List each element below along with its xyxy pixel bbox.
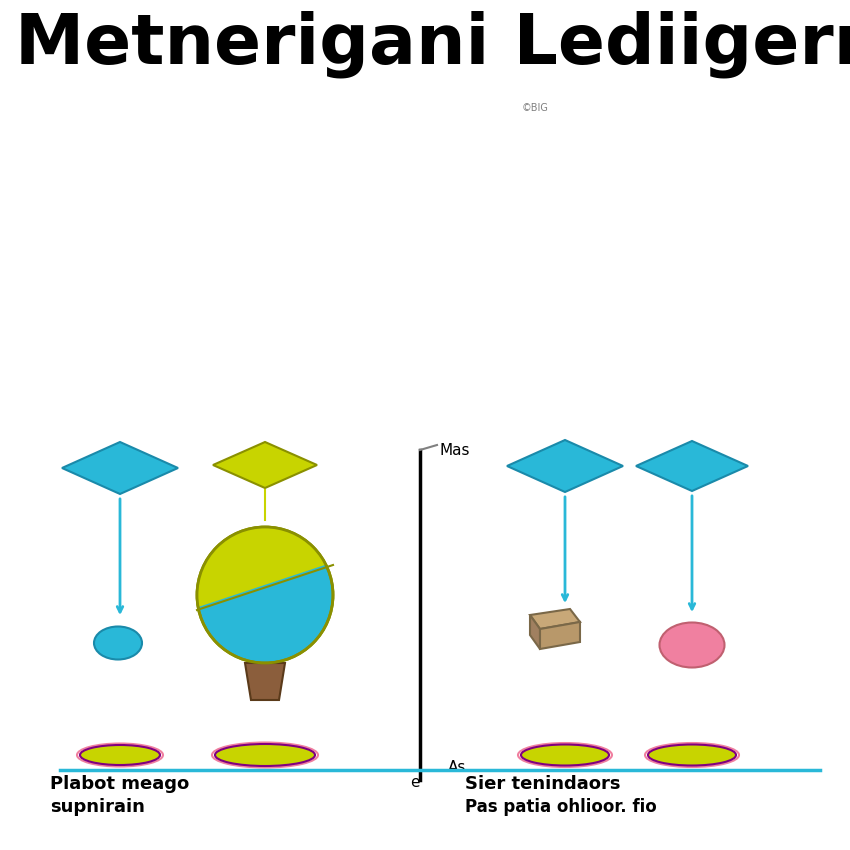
- Ellipse shape: [80, 745, 160, 765]
- Text: Pas patia ohlioor. fio: Pas patia ohlioor. fio: [465, 798, 657, 816]
- Text: Mas: Mas: [440, 443, 471, 457]
- Text: Plabot meago: Plabot meago: [50, 775, 190, 793]
- Text: Metnerigani Lediigern: Metnerigani Lediigern: [15, 10, 850, 77]
- Ellipse shape: [660, 622, 724, 667]
- Ellipse shape: [521, 745, 609, 766]
- Text: e: e: [411, 775, 420, 790]
- Ellipse shape: [648, 745, 736, 766]
- Polygon shape: [507, 440, 623, 492]
- Polygon shape: [197, 527, 326, 607]
- Polygon shape: [62, 442, 178, 494]
- Polygon shape: [530, 615, 540, 649]
- Polygon shape: [530, 609, 580, 629]
- Text: supnirain: supnirain: [50, 798, 144, 816]
- Polygon shape: [636, 441, 748, 491]
- Text: ©BIG: ©BIG: [522, 103, 548, 113]
- Ellipse shape: [197, 527, 333, 663]
- Ellipse shape: [215, 744, 315, 766]
- Polygon shape: [245, 663, 285, 700]
- Text: Sier tenindaors: Sier tenindaors: [465, 775, 620, 793]
- Ellipse shape: [94, 626, 142, 660]
- Polygon shape: [540, 622, 580, 649]
- Text: As.: As.: [448, 761, 471, 775]
- Polygon shape: [213, 442, 317, 488]
